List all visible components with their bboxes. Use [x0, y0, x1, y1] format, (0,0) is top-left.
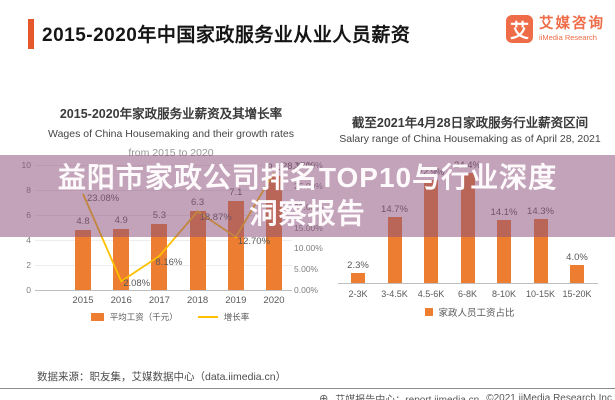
iimedia-logo-icon: 艾 — [506, 15, 533, 43]
copyright-text: ©2021 iiMedia Research Inc — [486, 393, 612, 400]
salary-legend-label: 家政人员工资占比 — [438, 308, 515, 319]
growth-value-label: 8.16% — [155, 257, 183, 268]
data-source-note: 数据来源：职友集，艾媒数据中心（data.iimedia.cn） — [37, 371, 287, 383]
right-chart-title: 截至2021年4月28日家政服务行业薪资区间 — [351, 116, 589, 130]
x-axis-label: 6-8K — [457, 289, 477, 299]
pct-axis-tick-label: 0.00% — [294, 285, 319, 295]
x-axis-label: 2016 — [110, 295, 132, 306]
watermark-subtitle: 洞察报告 — [249, 198, 366, 229]
x-axis-label: 2019 — [225, 295, 247, 306]
globe-icon: ⊕ — [319, 392, 329, 400]
logo-glyph: 艾 — [509, 20, 529, 42]
growth-value-label: 2.08% — [123, 278, 151, 290]
right-chart-legend: 家政人员工资占比 — [330, 305, 610, 319]
x-axis-label: 10-15K — [525, 289, 556, 299]
salary-bar — [351, 272, 365, 283]
brand-name-en: iiMedia Research — [539, 32, 597, 42]
x-axis-label: 15-20K — [562, 289, 592, 299]
x-axis-label: 2018 — [187, 295, 209, 306]
x-axis-label: 3-4.5K — [381, 289, 408, 299]
salary-value-label: 4.0% — [566, 252, 588, 264]
logo-text: 艾媒咨询 iiMedia Research — [539, 15, 605, 42]
x-axis-label: 2015 — [72, 295, 94, 306]
x-axis-label: 2017 — [148, 295, 170, 306]
x-axis-label: 4.5-6K — [417, 289, 445, 299]
salary-value-label: 2.3% — [347, 259, 369, 271]
x-axis-label: 2-3K — [348, 289, 368, 299]
x-axis-line — [35, 290, 292, 291]
report-center-text: 艾媒报告中心：report.iimedia.cn — [335, 391, 479, 400]
iimedia-logo: 艾 艾媒咨询 iiMedia Research — [506, 15, 605, 43]
left-chart-subtitle-en: Wages of China Housemaking and their gro… — [48, 128, 294, 140]
footer-divider — [0, 388, 615, 389]
watermark-title: 益阳市家政公司排名TOP10与行业深度 — [57, 162, 558, 193]
title-accent-bar — [28, 19, 34, 49]
growth-line-legend-label: 增长率 — [223, 312, 250, 322]
right-chart-subtitle-en: Salary range of China Housemaking as of … — [339, 133, 601, 145]
salary-legend-swatch — [425, 308, 434, 316]
left-chart-title: 2015-2020年家政服务业薪资及其增长率 — [59, 107, 283, 121]
x-axis-label: 2020 — [263, 295, 285, 306]
pct-axis-tick-label: 5.00% — [294, 264, 319, 275]
x-axis-label: 8-10K — [491, 289, 517, 299]
pct-axis-tick-label: 10.00% — [294, 243, 323, 254]
x-axis-line — [338, 283, 598, 284]
y-axis-tick-label: 0 — [26, 285, 31, 295]
y-axis-tick-label: 2 — [26, 260, 31, 270]
page-title: 2015-2020年中国家政服务业从业人员薪资 — [42, 25, 411, 46]
y-axis-tick-label: 4 — [26, 235, 31, 245]
watermark-overlay: 益阳市家政公司排名TOP10与行业深度 洞察报告 — [0, 155, 615, 237]
left-chart-legend: 平均工资（千元） 增长率 — [10, 311, 330, 323]
footer-credit: ⊕ 艾媒报告中心：report.iimedia.cn ©2021 iiMedia… — [319, 391, 612, 400]
growth-line-legend-swatch — [197, 316, 218, 318]
salary-bar — [570, 265, 584, 283]
brand-name-cn: 艾媒咨询 — [539, 15, 605, 32]
wage-bar-legend-swatch — [90, 313, 104, 321]
growth-value-label: 12.70% — [237, 236, 271, 248]
wage-bar-legend-label: 平均工资（千元） — [109, 312, 178, 322]
